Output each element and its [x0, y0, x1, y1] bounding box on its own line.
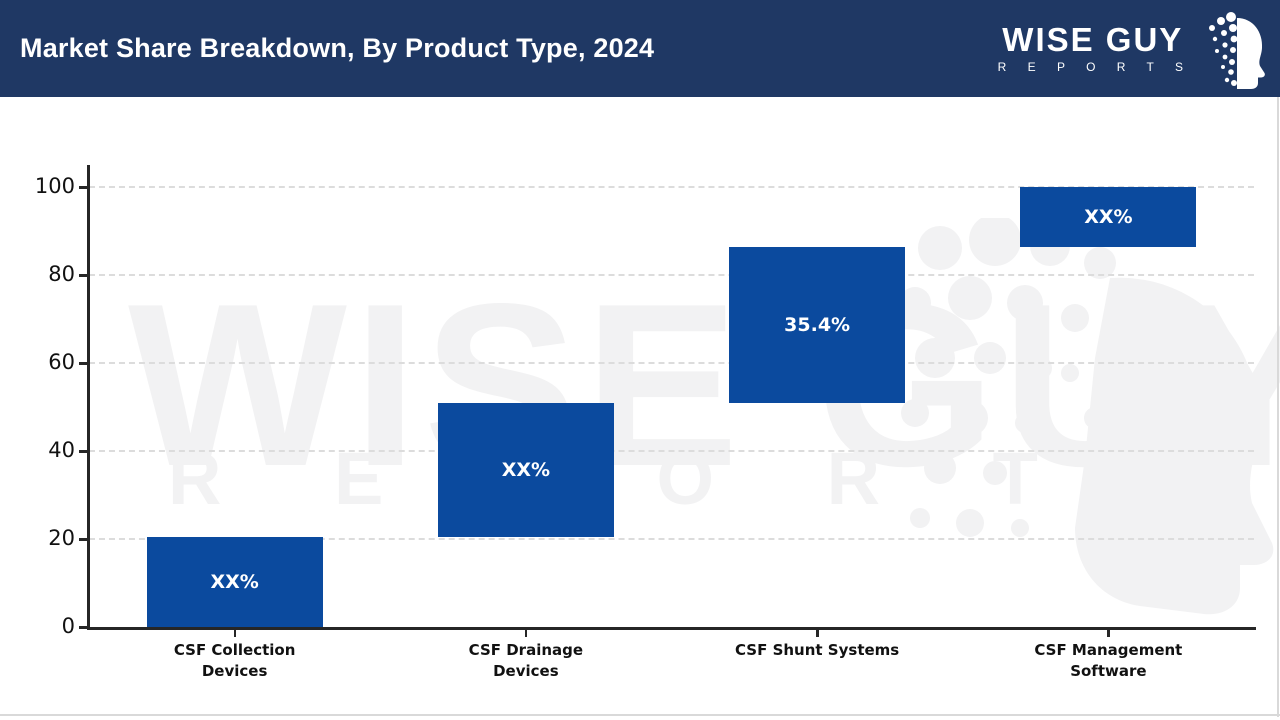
bar: 35.4%: [729, 246, 906, 403]
x-category-label: CSF Collection Devices: [173, 641, 296, 680]
x-category-label: CSF Drainage Devices: [468, 641, 584, 680]
grid-line: [89, 538, 1254, 540]
bar: XX%: [1020, 187, 1197, 247]
y-tick-label: 100: [34, 174, 75, 198]
y-tick-mark: [79, 626, 88, 629]
y-tick-mark: [79, 186, 88, 189]
logo-text: WISE GUY R E P O R T S: [994, 23, 1192, 74]
x-category-label: CSF Shunt Systems: [735, 641, 900, 659]
y-tick-mark: [79, 450, 88, 453]
grid-line: [89, 274, 1254, 276]
x-tick-mark: [816, 629, 819, 637]
y-tick-mark: [79, 274, 88, 277]
x-category-label: CSF Management Software: [1034, 641, 1183, 680]
wise-guy-reports-logo: WISE GUY R E P O R T S: [994, 8, 1268, 90]
grid-line: [89, 450, 1254, 452]
bar-value-label: 35.4%: [784, 313, 851, 336]
card-bottom-border: [0, 714, 1280, 716]
header: Market Share Breakdown, By Product Type,…: [0, 0, 1280, 97]
y-tick-label: 20: [48, 526, 75, 550]
x-tick-mark: [524, 629, 528, 637]
x-axis-line: [87, 627, 1256, 630]
bar: XX%: [146, 536, 323, 627]
y-axis-line: [87, 165, 90, 629]
logo-wordmark: WISE GUY: [1002, 21, 1184, 58]
page-title: Market Share Breakdown, By Product Type,…: [20, 33, 655, 63]
y-tick-label: 0: [61, 614, 75, 638]
bar: XX%: [437, 402, 614, 537]
grid-line: [89, 362, 1254, 364]
x-tick-mark: [233, 629, 237, 637]
grid-line: [89, 186, 1254, 188]
card-right-border: [1277, 97, 1279, 717]
y-tick-mark: [79, 362, 88, 365]
y-tick-label: 80: [48, 262, 75, 286]
y-tick-mark: [79, 538, 88, 541]
watermark-head-icon: [899, 218, 1274, 615]
bar-value-label: XX%: [1084, 205, 1133, 228]
x-tick-mark: [1107, 629, 1110, 637]
logo-head-icon: [1209, 11, 1265, 89]
y-tick-label: 60: [48, 350, 75, 374]
bar-value-label: XX%: [501, 458, 551, 481]
bar-value-label: XX%: [210, 570, 259, 593]
y-tick-label: 40: [48, 438, 75, 462]
logo-subtitle: R E P O R T S: [997, 60, 1192, 74]
